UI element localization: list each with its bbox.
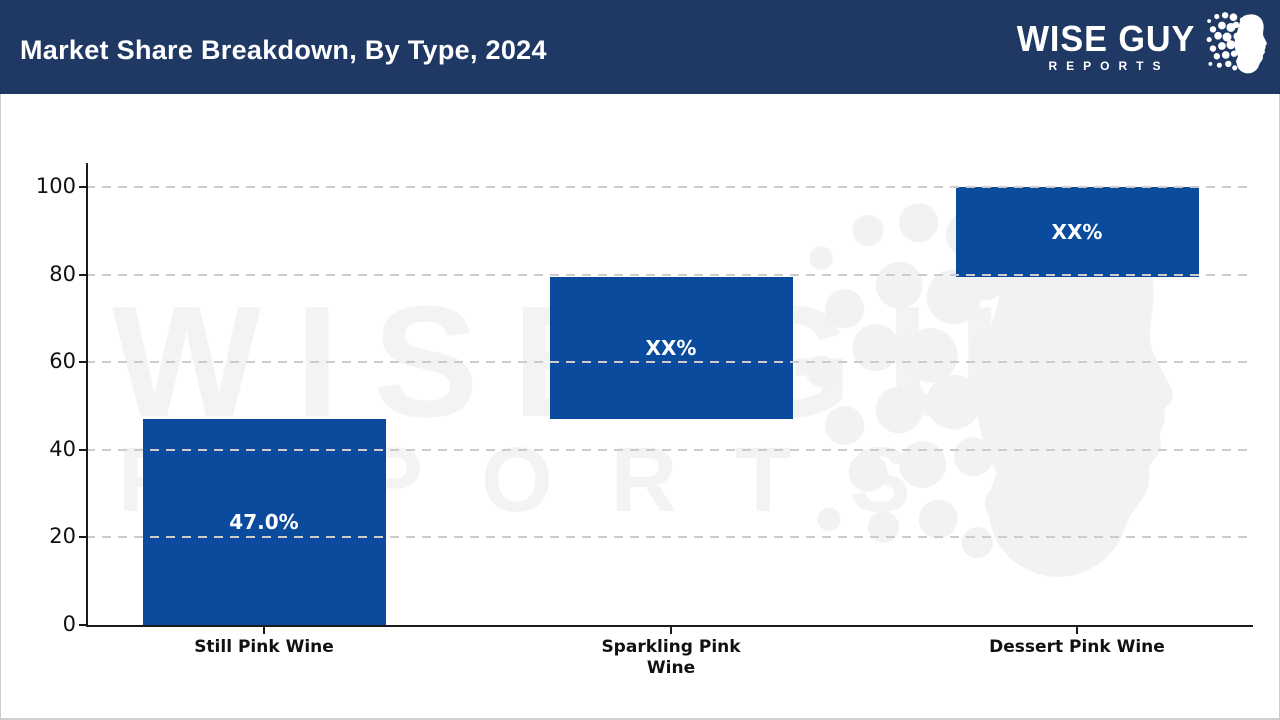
bar-value-label: 47.0%: [229, 510, 299, 535]
bar-value-label: XX%: [1051, 219, 1103, 244]
y-gridline: [86, 361, 1253, 364]
y-tick-mark: [79, 448, 86, 451]
x-tick-mark: [263, 627, 265, 634]
y-tick-mark: [79, 273, 86, 276]
chart-title: Market Share Breakdown, By Type, 2024: [20, 34, 547, 65]
y-gridline: [86, 536, 1253, 539]
logo-line1: WISE GUY: [1016, 17, 1196, 59]
y-tick-label: 60: [49, 349, 76, 374]
y-tick-mark: [79, 186, 86, 188]
y-axis-spine: [86, 163, 88, 627]
category-label: Sparkling Pink Wine: [601, 637, 741, 678]
y-gridline: [86, 186, 1253, 188]
y-gridline: [86, 273, 1253, 276]
y-tick-label: 0: [62, 612, 76, 636]
left-edge-line: [0, 94, 1, 720]
y-tick-mark: [79, 361, 86, 364]
x-axis-spine: [86, 625, 1253, 627]
bar-segment: XX%: [549, 276, 793, 420]
y-tick-label: 100: [35, 174, 76, 198]
category-label: Dessert Pink Wine: [989, 637, 1165, 657]
wise-guy-reports-logo: WISE GUY REPORTS: [1012, 8, 1268, 84]
logo-face-icon: [1206, 12, 1267, 74]
y-tick-mark: [79, 624, 86, 626]
y-tick-mark: [79, 536, 86, 539]
x-tick-mark: [670, 627, 672, 634]
y-tick-label: 80: [49, 261, 76, 286]
logo-wordmark: WISE GUY REPORTS: [1012, 17, 1200, 73]
bar-value-label: XX%: [645, 335, 697, 360]
header-band: Market Share Breakdown, By Type, 2024 WI…: [0, 0, 1280, 94]
logo-line2: REPORTS: [1048, 58, 1170, 73]
x-tick-mark: [1076, 627, 1078, 634]
bar-segment: 47.0%: [142, 419, 386, 625]
y-tick-label: 20: [49, 524, 76, 549]
bottom-edge-line: [0, 718, 1280, 720]
bar-segment: XX%: [955, 187, 1199, 277]
y-tick-label: 40: [49, 436, 76, 461]
y-gridline: [86, 448, 1253, 451]
category-label: Still Pink Wine: [194, 637, 334, 657]
